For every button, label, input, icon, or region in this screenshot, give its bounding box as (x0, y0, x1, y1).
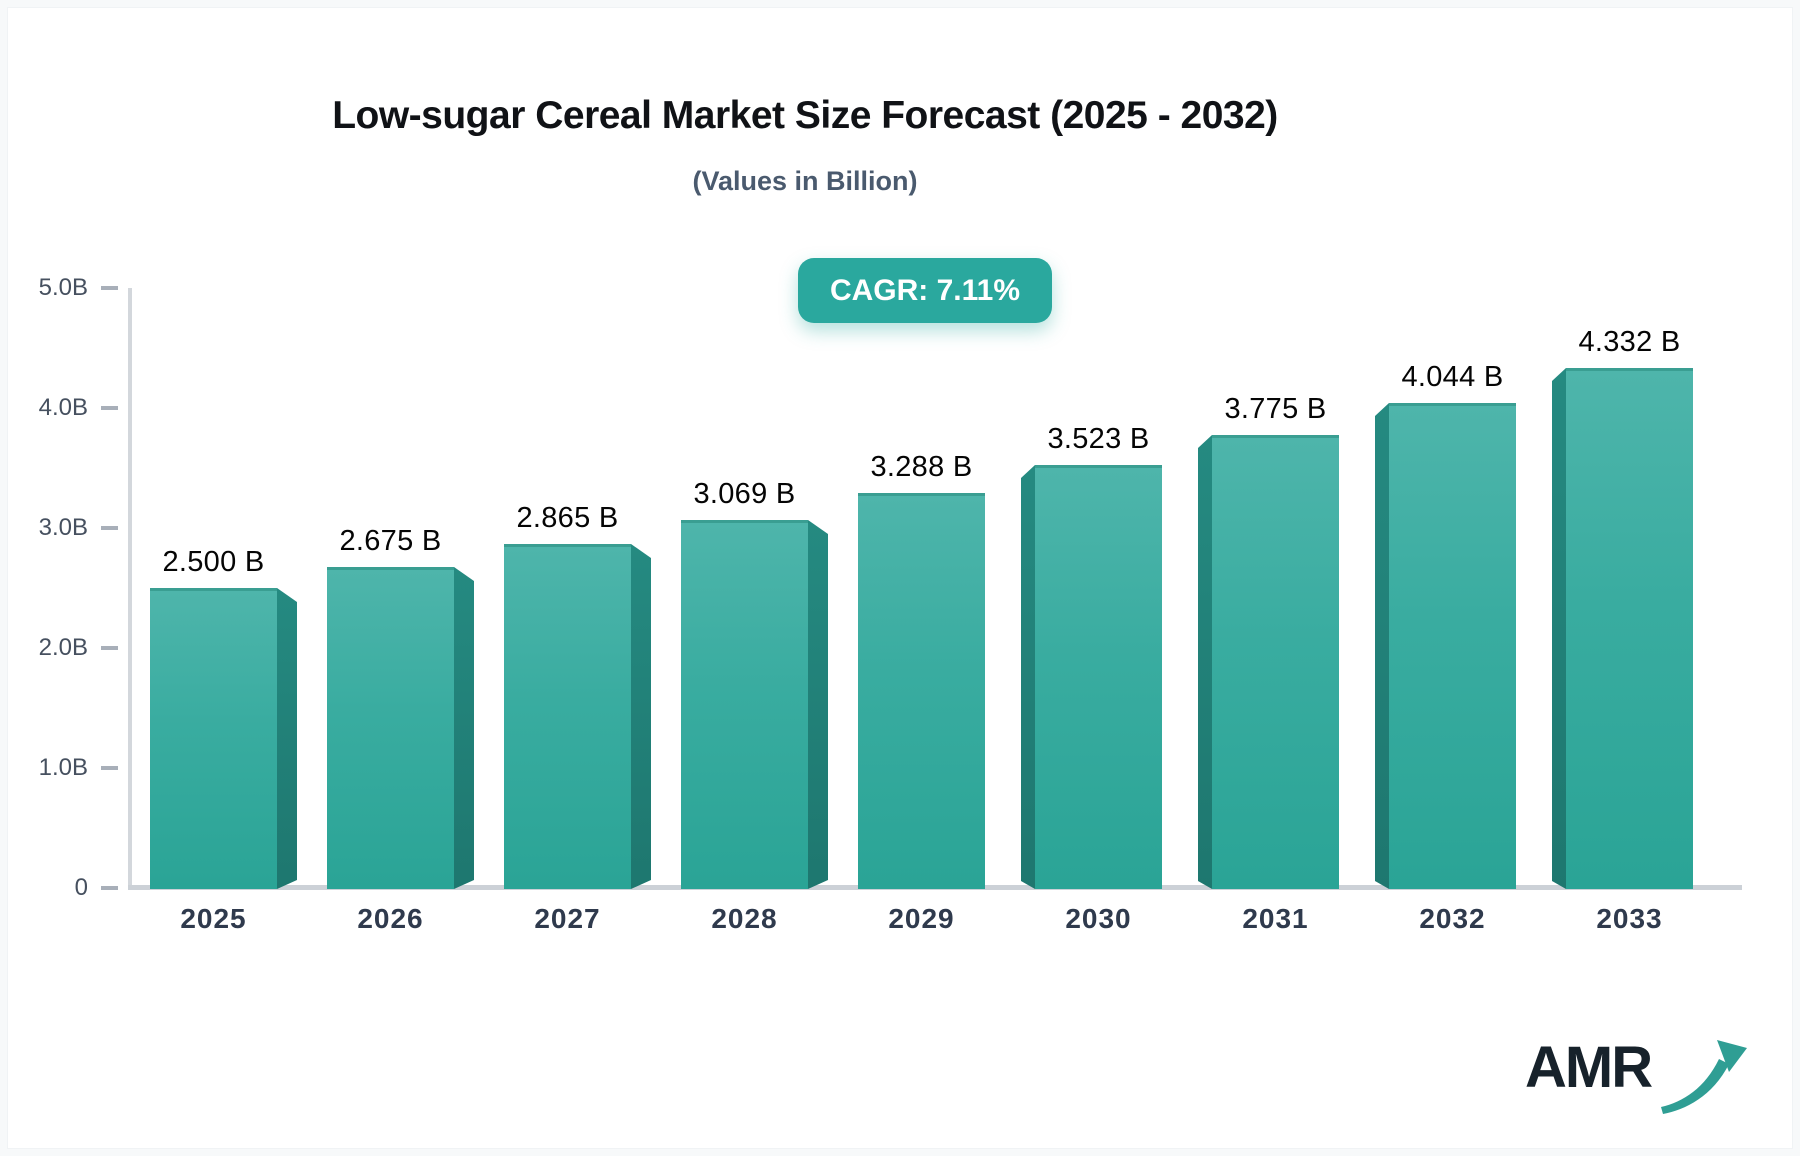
y-tick-label: 2.0B (38, 634, 88, 661)
bar-2027 (504, 544, 631, 889)
y-tick-mark (101, 646, 118, 650)
bar-value-label-2033: 4.332 B (1578, 326, 1681, 358)
bar-side-2025 (277, 588, 297, 889)
y-tick-mark (101, 286, 118, 290)
y-tick-mark (101, 766, 118, 770)
x-axis-label-2031: 2031 (1242, 903, 1309, 934)
y-tick-label: 1.0B (38, 754, 88, 781)
bar-side-2030 (1021, 465, 1035, 889)
bar-side-2033 (1552, 368, 1566, 889)
bar-value-label-2028: 3.069 B (693, 478, 796, 510)
y-tick-label: 5.0B (38, 274, 88, 301)
bar-side-2026 (454, 567, 474, 889)
x-axis-label-2032: 2032 (1419, 903, 1486, 934)
amr-logo: AMR (1515, 1022, 1747, 1132)
amr-logo-text: AMR (1525, 1035, 1653, 1100)
y-tick-label: 3.0B (38, 514, 88, 541)
bar-side-2028 (808, 520, 828, 889)
y-tick-mark (101, 406, 118, 410)
bar-2030 (1035, 465, 1162, 889)
y-axis-line (128, 288, 132, 888)
bar-value-label-2030: 3.523 B (1047, 423, 1150, 455)
bar-value-label-2026: 2.675 B (339, 525, 442, 557)
x-axis-label-2030: 2030 (1065, 903, 1132, 934)
bar-2025 (150, 588, 277, 889)
bar-value-label-2032: 4.044 B (1401, 361, 1504, 393)
bar-2032 (1389, 403, 1516, 889)
bar-side-2027 (631, 544, 651, 889)
bar-2028 (681, 520, 808, 889)
bar-value-label-2027: 2.865 B (516, 502, 619, 534)
x-axis-label-2026: 2026 (357, 903, 424, 934)
x-axis-label-2027: 2027 (534, 903, 601, 934)
x-axis-label-2029: 2029 (888, 903, 955, 934)
x-axis-label-2033: 2033 (1596, 903, 1663, 934)
bar-value-label-2029: 3.288 B (870, 451, 973, 483)
bar-2031 (1212, 435, 1339, 889)
y-tick-label: 0 (74, 874, 88, 901)
x-axis-label-2028: 2028 (711, 903, 778, 934)
bar-side-2031 (1198, 435, 1212, 889)
cagr-badge-label: CAGR: 7.11% (829, 273, 1021, 307)
bar-value-label-2031: 3.775 B (1224, 393, 1327, 425)
bar-value-label-2025: 2.500 B (162, 546, 265, 578)
cagr-badge: CAGR: 7.11% (798, 258, 1052, 323)
y-tick-label: 4.0B (38, 394, 88, 421)
y-tick-mark (101, 526, 118, 530)
growth-arrow-icon (1661, 1040, 1747, 1114)
bar-2033 (1566, 368, 1693, 889)
bar-2026 (327, 567, 454, 889)
x-axis-label-2025: 2025 (180, 903, 247, 934)
chart-title: Low-sugar Cereal Market Size Forecast (2… (332, 94, 1278, 137)
bar-2029 (858, 493, 985, 889)
y-tick-mark (101, 886, 118, 890)
bar-side-2032 (1375, 403, 1389, 889)
chart-subtitle: (Values in Billion) (692, 166, 918, 196)
